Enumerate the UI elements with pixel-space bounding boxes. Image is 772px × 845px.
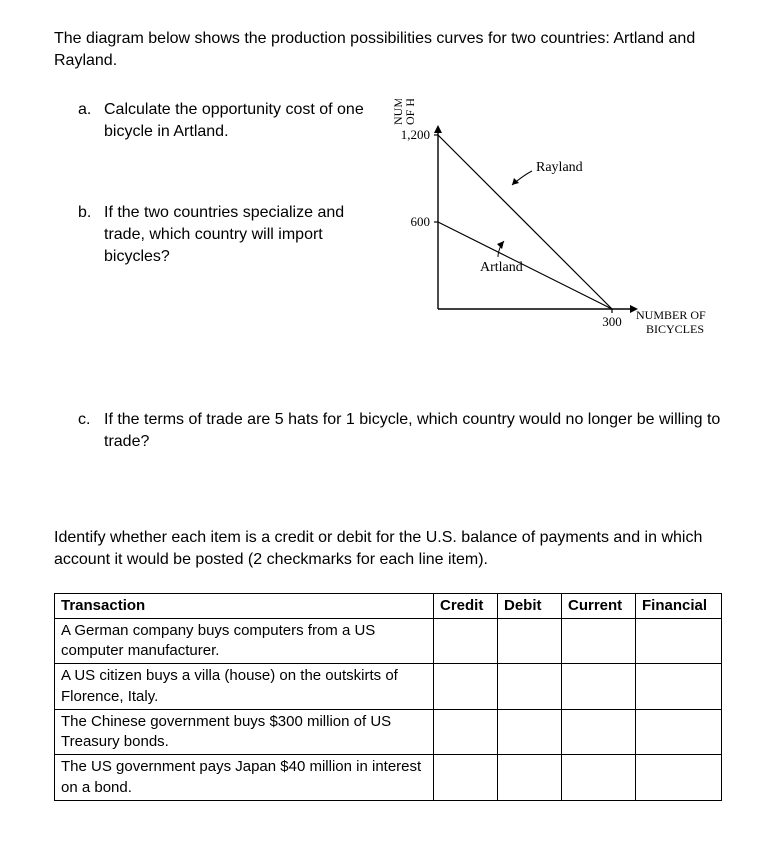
debit-cell[interactable] bbox=[498, 664, 562, 710]
current-cell[interactable] bbox=[562, 618, 636, 664]
bop-table: Transaction Credit Debit Current Financi… bbox=[54, 593, 722, 801]
question-c-text: If the terms of trade are 5 hats for 1 b… bbox=[104, 409, 722, 452]
ppc-chart: NUMBER OF HATS 1,200 600 300 bbox=[384, 99, 704, 339]
section2-intro: Identify whether each item is a credit o… bbox=[54, 527, 722, 570]
credit-cell[interactable] bbox=[434, 664, 498, 710]
transaction-cell: A German company buys computers from a U… bbox=[55, 618, 434, 664]
transaction-cell: The US government pays Japan $40 million… bbox=[55, 755, 434, 801]
financial-cell[interactable] bbox=[636, 618, 722, 664]
th-transaction: Transaction bbox=[55, 593, 434, 618]
financial-cell[interactable] bbox=[636, 664, 722, 710]
current-cell[interactable] bbox=[562, 709, 636, 755]
th-financial: Financial bbox=[636, 593, 722, 618]
debit-cell[interactable] bbox=[498, 755, 562, 801]
x-tick-300: 300 bbox=[602, 314, 622, 329]
question-c: c. If the terms of trade are 5 hats for … bbox=[54, 409, 722, 452]
question-b: b. If the two countries specialize and t… bbox=[54, 202, 384, 267]
credit-cell[interactable] bbox=[434, 709, 498, 755]
x-axis-label-1: NUMBER OF bbox=[636, 308, 706, 322]
credit-cell[interactable] bbox=[434, 755, 498, 801]
y-axis-arrow bbox=[434, 125, 442, 133]
financial-cell[interactable] bbox=[636, 709, 722, 755]
y-axis-label-2: OF HATS bbox=[403, 99, 417, 125]
current-cell[interactable] bbox=[562, 755, 636, 801]
transaction-cell: A US citizen buys a villa (house) on the… bbox=[55, 664, 434, 710]
table-row: A German company buys computers from a U… bbox=[55, 618, 722, 664]
table-header-row: Transaction Credit Debit Current Financi… bbox=[55, 593, 722, 618]
th-credit: Credit bbox=[434, 593, 498, 618]
artland-label: Artland bbox=[480, 260, 523, 275]
chart-svg: NUMBER OF HATS 1,200 600 300 bbox=[384, 99, 724, 349]
financial-cell[interactable] bbox=[636, 755, 722, 801]
debit-cell[interactable] bbox=[498, 709, 562, 755]
rayland-label: Rayland bbox=[536, 160, 583, 175]
table-row: The Chinese government buys $300 million… bbox=[55, 709, 722, 755]
rayland-line bbox=[438, 135, 612, 309]
current-cell[interactable] bbox=[562, 664, 636, 710]
question-b-letter: b. bbox=[78, 202, 104, 267]
artland-line bbox=[438, 222, 612, 309]
table-row: A US citizen buys a villa (house) on the… bbox=[55, 664, 722, 710]
question-a: a. Calculate the opportunity cost of one… bbox=[54, 99, 384, 142]
question-a-letter: a. bbox=[78, 99, 104, 142]
x-axis-label-2: BICYCLES bbox=[646, 322, 704, 336]
table-row: The US government pays Japan $40 million… bbox=[55, 755, 722, 801]
debit-cell[interactable] bbox=[498, 618, 562, 664]
y-tick-1200: 1,200 bbox=[401, 127, 430, 142]
th-debit: Debit bbox=[498, 593, 562, 618]
question-a-text: Calculate the opportunity cost of one bi… bbox=[104, 99, 384, 142]
th-current: Current bbox=[562, 593, 636, 618]
question-b-text: If the two countries specialize and trad… bbox=[104, 202, 384, 267]
transaction-cell: The Chinese government buys $300 million… bbox=[55, 709, 434, 755]
y-tick-600: 600 bbox=[411, 214, 431, 229]
intro-text: The diagram below shows the production p… bbox=[54, 28, 722, 71]
credit-cell[interactable] bbox=[434, 618, 498, 664]
question-c-letter: c. bbox=[78, 409, 104, 452]
